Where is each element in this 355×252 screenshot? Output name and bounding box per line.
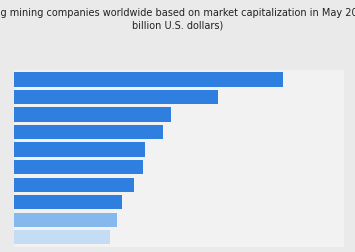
Bar (14, 143, 145, 157)
Bar (14, 178, 134, 192)
Bar (14, 213, 117, 227)
Bar (14, 230, 110, 244)
Bar (14, 108, 171, 122)
Bar (14, 90, 218, 105)
Bar (14, 73, 283, 87)
Text: Leading mining companies worldwide based on market capitalization in May 2024 (i: Leading mining companies worldwide based… (0, 8, 355, 31)
Bar (14, 160, 143, 175)
Bar (14, 125, 163, 140)
Bar (14, 195, 122, 210)
